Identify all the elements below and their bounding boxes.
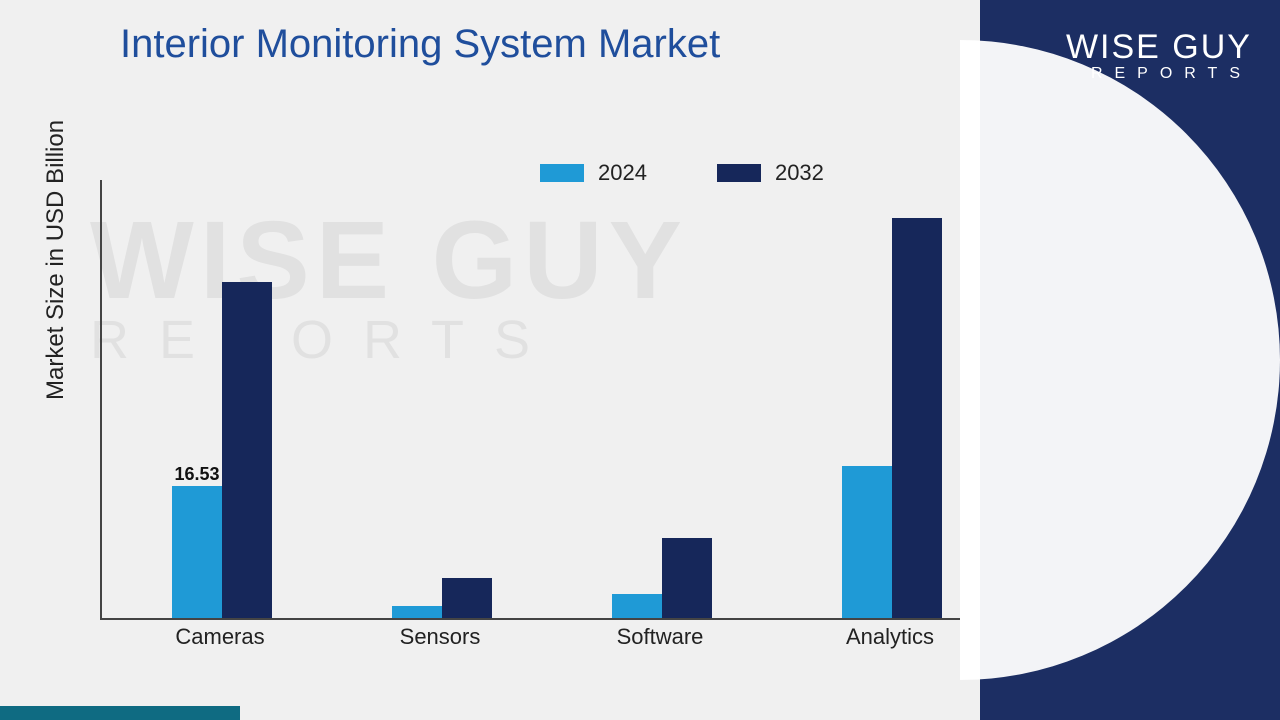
bar-group [172, 282, 272, 618]
report-canvas: WISE GUY REPORTS Interior Monitoring Sys… [0, 0, 1280, 720]
bar-group [612, 538, 712, 618]
category-label: Analytics [846, 624, 934, 650]
bar [892, 218, 942, 618]
brand-line1: WISE GUY [1066, 28, 1252, 67]
plot-area: 16.53 [100, 180, 960, 620]
bar [222, 282, 272, 618]
page-title: Interior Monitoring System Market [120, 22, 720, 67]
bar [662, 538, 712, 618]
bar-chart: 16.53 Cameras Sensors Software Analytics [100, 180, 960, 650]
bar [172, 486, 222, 618]
bar [612, 594, 662, 618]
bar [442, 578, 492, 618]
category-label: Cameras [175, 624, 264, 650]
bar-group [842, 218, 942, 618]
bar-group [392, 578, 492, 618]
y-axis-label: Market Size in USD Billion [42, 120, 70, 400]
brand-line2: REPORTS [1066, 65, 1252, 83]
category-label: Sensors [400, 624, 481, 650]
value-label: 16.53 [174, 464, 219, 485]
footer-accent-bar [0, 706, 240, 720]
category-label: Software [617, 624, 704, 650]
brand-logo: WISE GUY REPORTS [1066, 28, 1252, 83]
bar [392, 606, 442, 618]
bar [842, 466, 892, 618]
